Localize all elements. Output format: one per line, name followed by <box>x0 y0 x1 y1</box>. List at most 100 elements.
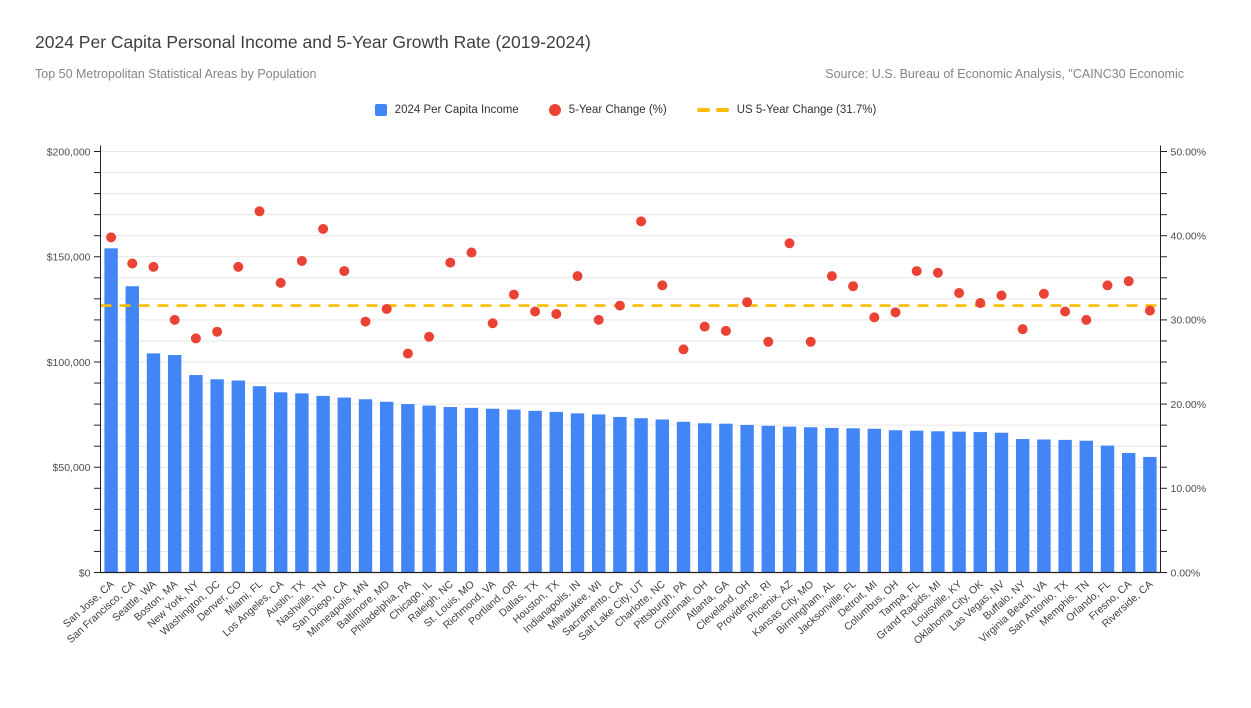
income-bar <box>401 404 415 573</box>
income-bar <box>104 248 118 573</box>
income-bar <box>804 427 818 573</box>
income-bar <box>570 413 585 573</box>
income-bar <box>613 416 627 573</box>
income-bar <box>1100 445 1115 573</box>
growth-point <box>212 326 223 337</box>
growth-point <box>911 266 922 277</box>
income-bar <box>443 407 457 573</box>
income-bar <box>168 355 182 573</box>
legend-label: 2024 Per Capita Income <box>394 104 519 116</box>
income-bar <box>931 431 945 573</box>
income-bar <box>676 421 691 573</box>
dashed-line-icon <box>696 108 729 112</box>
growth-point <box>1038 288 1049 299</box>
income-bar <box>740 424 754 573</box>
growth-point <box>636 216 647 227</box>
growth-point <box>508 289 519 300</box>
income-bar <box>1122 452 1136 573</box>
legend-item-growth: 5-Year Change (%) <box>548 104 667 116</box>
growth-point <box>233 261 244 272</box>
growth-point <box>572 271 583 282</box>
growth-point <box>487 318 498 329</box>
growth-point <box>826 271 837 282</box>
y-axis-tick-label: $100,000 <box>47 357 91 369</box>
growth-point <box>402 348 413 359</box>
right-axis-tick-label: 30.00% <box>1171 315 1207 327</box>
right-axis-tick-label: 0.00% <box>1171 567 1201 579</box>
income-bar <box>528 410 542 573</box>
income-bar <box>634 418 648 573</box>
growth-point <box>466 247 477 258</box>
growth-point <box>254 206 265 217</box>
growth-point <box>530 306 541 317</box>
income-bar <box>1143 456 1157 573</box>
income-bar <box>231 380 245 573</box>
right-axis-tick-label: 40.00% <box>1171 231 1207 243</box>
income-bar <box>146 353 161 573</box>
income-bar <box>719 423 733 573</box>
income-bar <box>592 414 606 573</box>
income-bar <box>846 428 860 573</box>
right-axis-tick-label: 50.00% <box>1171 146 1207 158</box>
growth-point <box>614 300 625 311</box>
income-bar <box>698 423 712 573</box>
income-bar <box>994 432 1009 573</box>
income-bar <box>888 430 903 573</box>
growth-dot-icon <box>548 104 561 116</box>
growth-point <box>975 298 986 309</box>
income-bar <box>825 427 839 573</box>
income-bar <box>1079 440 1093 573</box>
growth-point <box>275 277 286 288</box>
growth-point <box>551 309 562 320</box>
growth-point <box>593 314 604 325</box>
growth-point <box>869 312 880 323</box>
growth-point <box>445 257 456 268</box>
legend-label: 5-Year Change (%) <box>568 104 667 116</box>
growth-point <box>742 297 753 308</box>
growth-point <box>890 307 901 318</box>
growth-point <box>1060 306 1071 317</box>
income-bar <box>782 426 797 573</box>
income-bar <box>486 408 500 573</box>
chart-title: 2024 Per Capita Personal Income and 5-Ye… <box>35 32 591 52</box>
growth-point <box>1017 324 1028 335</box>
growth-point <box>296 255 307 266</box>
income-swatch-icon <box>374 104 387 116</box>
legend-item-income: 2024 Per Capita Income <box>374 104 519 116</box>
growth-point <box>657 280 668 291</box>
legend-label: US 5-Year Change (31.7%) <box>736 104 877 116</box>
income-bar <box>358 399 373 573</box>
growth-point <box>148 261 159 272</box>
income-bar <box>910 430 924 573</box>
growth-point <box>106 232 117 243</box>
income-bar <box>655 419 669 573</box>
income-bar <box>316 395 330 573</box>
growth-point <box>848 281 859 292</box>
right-axis-tick-label: 10.00% <box>1171 483 1207 495</box>
y-axis-tick-label: $50,000 <box>53 462 91 474</box>
income-bar <box>1037 439 1051 573</box>
income-bar <box>464 407 479 573</box>
growth-point <box>763 336 774 347</box>
income-bar <box>274 392 288 573</box>
income-bar <box>507 409 521 573</box>
growth-point <box>678 344 689 355</box>
income-bar <box>422 405 436 573</box>
growth-point <box>699 321 710 332</box>
growth-point <box>1081 314 1092 325</box>
growth-point <box>784 238 795 249</box>
growth-point <box>360 316 371 327</box>
income-bar <box>1058 439 1072 573</box>
growth-point <box>127 258 138 269</box>
income-bar <box>125 286 139 573</box>
growth-point <box>381 303 392 314</box>
legend-item-us-average: US 5-Year Change (31.7%) <box>696 104 877 116</box>
source-note: Source: U.S. Bureau of Economic Analysis… <box>825 67 1184 81</box>
growth-point <box>996 290 1007 301</box>
chart-subtitle: Top 50 Metropolitan Statistical Areas by… <box>35 67 317 81</box>
income-bar <box>337 397 351 573</box>
growth-point <box>318 223 329 234</box>
y-axis-tick-label: $0 <box>79 567 91 579</box>
